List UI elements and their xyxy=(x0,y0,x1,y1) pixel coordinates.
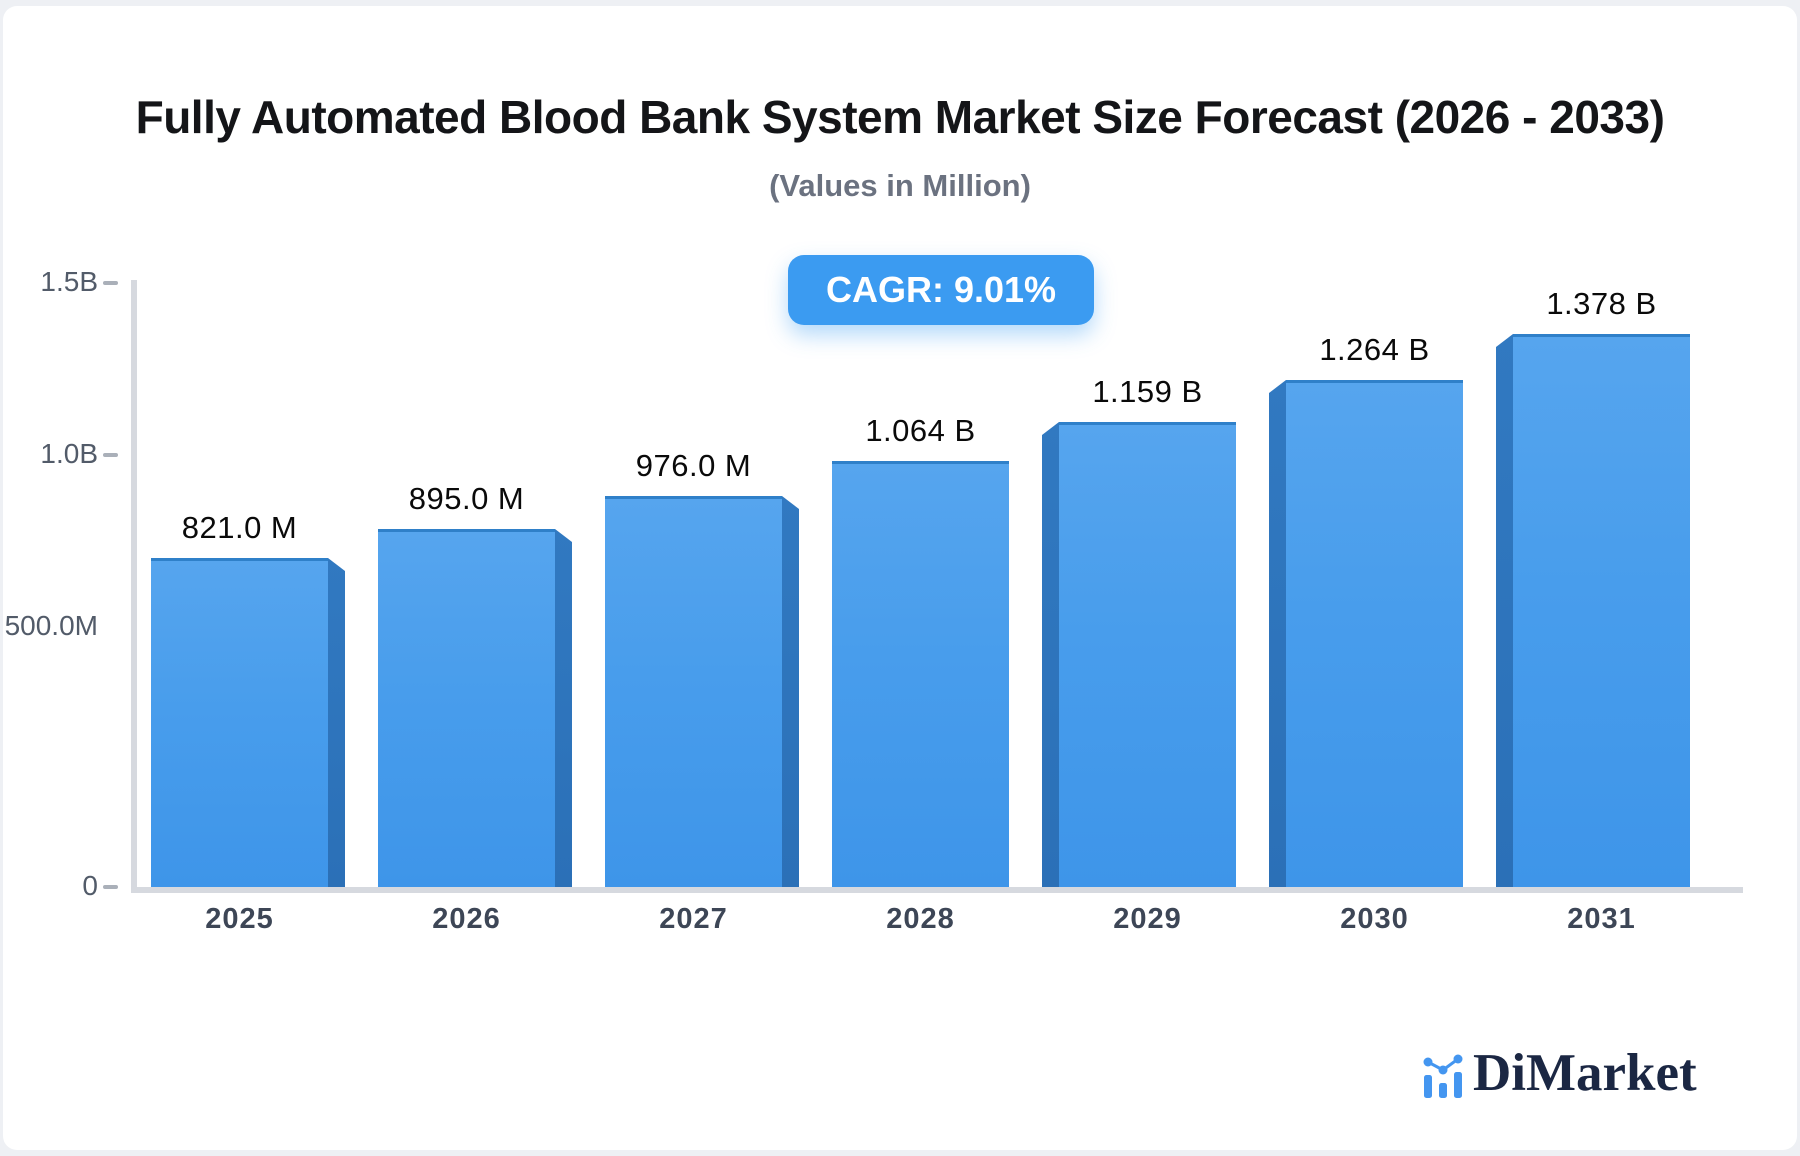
x-axis-label: 2027 xyxy=(659,903,728,935)
y-axis-tick xyxy=(103,281,118,285)
x-axis-label: 2031 xyxy=(1567,903,1636,935)
cagr-badge-label: CAGR: 9.01% xyxy=(826,269,1057,310)
bar-2028 xyxy=(832,461,1009,887)
y-axis-label: 1.0B xyxy=(40,438,98,470)
y-axis-label: 1.5B xyxy=(40,266,98,297)
bar-side-face xyxy=(555,529,572,887)
y-axis-label: 500.0M xyxy=(4,609,98,641)
bar-side-face xyxy=(1042,422,1059,887)
bar-value-label: 821.0 M xyxy=(181,510,298,545)
bar-value-label: 895.0 M xyxy=(408,481,525,516)
x-axis-label: 2026 xyxy=(432,903,501,935)
bar-chart-icon xyxy=(1423,1054,1463,1098)
bar-side-face xyxy=(1496,334,1513,887)
bar-side-face xyxy=(782,496,799,887)
x-axis-label: 2030 xyxy=(1340,903,1409,935)
bar-value-label: 976.0 M xyxy=(635,448,752,483)
bar-value-label: 1.264 B xyxy=(1319,332,1430,367)
bar-2027 xyxy=(605,496,782,887)
bar-side-face xyxy=(328,558,345,887)
bar-value-label: 1.378 B xyxy=(1546,286,1657,321)
brand-name: DiMarket xyxy=(1473,1044,1697,1103)
y-axis-line xyxy=(131,280,137,893)
bar-2031 xyxy=(1513,334,1690,887)
bar-value-label: 1.064 B xyxy=(865,413,976,448)
bar-2030 xyxy=(1286,380,1463,887)
x-axis-label: 2029 xyxy=(1113,903,1182,935)
bar-2029 xyxy=(1059,422,1236,887)
bar-2025 xyxy=(151,558,328,887)
y-axis-label: 0 xyxy=(82,870,98,901)
cagr-badge: CAGR: 9.01% xyxy=(788,255,1095,325)
chart-subtitle: (Values in Million) xyxy=(769,168,1031,203)
brand-logo: DiMarket xyxy=(1421,1042,1697,1103)
y-axis-tick xyxy=(103,453,118,458)
bar-2026 xyxy=(378,529,555,887)
bar-side-face xyxy=(1269,380,1286,887)
x-axis-label: 2025 xyxy=(205,903,274,935)
x-axis-line xyxy=(131,887,1743,893)
chart-title: Fully Automated Blood Bank System Market… xyxy=(135,91,1665,143)
x-axis-label: 2028 xyxy=(886,903,955,935)
y-axis-tick xyxy=(103,885,118,889)
bar-value-label: 1.159 B xyxy=(1092,374,1203,409)
